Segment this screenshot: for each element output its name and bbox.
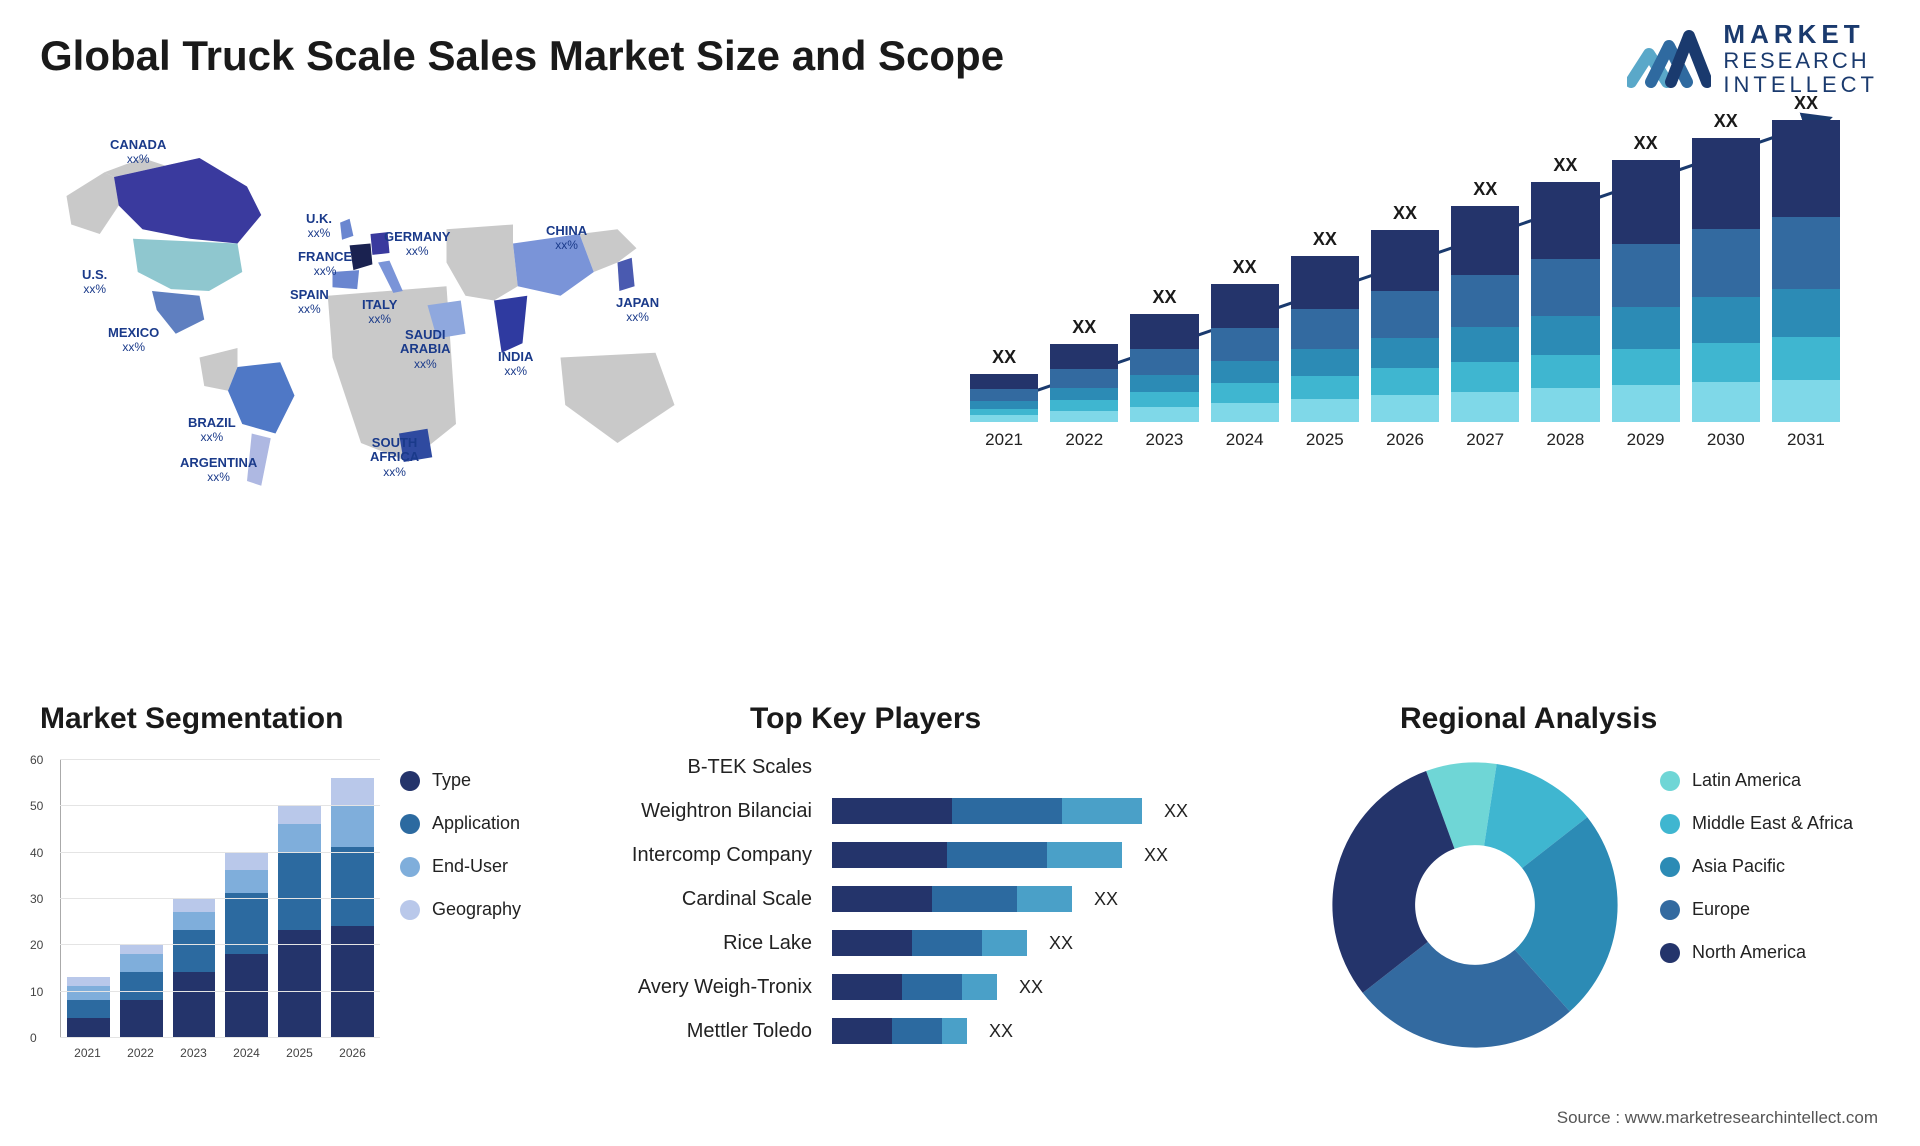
map-label-canada: CANADAxx% (110, 138, 166, 167)
seg-ytick: 20 (30, 938, 43, 952)
growth-bar-2028: XX2028 (1531, 155, 1599, 450)
map-label-uk: U.K.xx% (306, 212, 332, 241)
player-row: B-TEK Scales (620, 745, 1240, 789)
logo-line2: RESEARCH (1723, 49, 1878, 73)
player-row: Mettler ToledoXX (620, 1009, 1240, 1053)
page-title: Global Truck Scale Sales Market Size and… (40, 32, 1004, 80)
seg-legend-item: End-User (400, 856, 521, 877)
map-label-brazil: BRAZILxx% (188, 416, 236, 445)
regional-donut (1320, 750, 1630, 1060)
map-label-mexico: MEXICOxx% (108, 326, 159, 355)
player-row: Rice LakeXX (620, 921, 1240, 965)
seg-ytick: 10 (30, 985, 43, 999)
map-label-italy: ITALYxx% (362, 298, 397, 327)
regional-legend-item: Middle East & Africa (1660, 813, 1853, 834)
segmentation-heading: Market Segmentation (40, 702, 343, 736)
regional-legend: Latin America Middle East & Africa Asia Pa… (1660, 770, 1853, 963)
seg-xlabel: 2025 (278, 1046, 321, 1060)
seg-ytick: 30 (30, 892, 43, 906)
regional-legend-item: Asia Pacific (1660, 856, 1853, 877)
regional-heading: Regional Analysis (1400, 702, 1657, 736)
seg-ytick: 60 (30, 753, 43, 767)
seg-ytick: 40 (30, 846, 43, 860)
growth-bar-2025: XX2025 (1291, 229, 1359, 450)
map-label-japan: JAPANxx% (616, 296, 659, 325)
source-text: Source : www.marketresearchintellect.com (1557, 1108, 1878, 1128)
seg-legend-item: Application (400, 813, 521, 834)
seg-legend-item: Type (400, 770, 521, 791)
logo-icon (1627, 26, 1711, 90)
seg-xlabel: 2026 (331, 1046, 374, 1060)
seg-ytick: 0 (30, 1031, 37, 1045)
regional-legend-item: North America (1660, 942, 1853, 963)
growth-bar-2031: XX2031 (1772, 93, 1840, 450)
growth-bar-2027: XX2027 (1451, 179, 1519, 450)
players-heading: Top Key Players (750, 702, 981, 736)
growth-bar-2026: XX2026 (1371, 203, 1439, 450)
seg-legend-item: Geography (400, 899, 521, 920)
seg-bar-2021 (67, 977, 110, 1037)
map-label-india: INDIAxx% (498, 350, 533, 379)
map-label-southafrica: SOUTHAFRICAxx% (370, 436, 419, 479)
growth-bar-2030: XX2030 (1692, 111, 1760, 450)
seg-bar-2026 (331, 778, 374, 1037)
world-map: CANADAxx% U.S.xx% MEXICOxx% BRAZILxx% ARGENT… (30, 120, 730, 500)
map-label-saudiarabia: SAUDIARABIAxx% (400, 328, 451, 371)
growth-bar-2029: XX2029 (1612, 133, 1680, 450)
seg-xlabel: 2022 (119, 1046, 162, 1060)
seg-xlabel: 2024 (225, 1046, 268, 1060)
seg-bar-2023 (173, 898, 216, 1037)
player-row: Intercomp CompanyXX (620, 833, 1240, 877)
seg-xlabel: 2021 (66, 1046, 109, 1060)
growth-bar-2021: XX2021 (970, 347, 1038, 450)
seg-bar-2025 (278, 805, 321, 1037)
growth-bar-chart: XX2021XX2022XX2023XX2024XX2025XX2026XX20… (970, 110, 1840, 480)
map-label-germany: GERMANYxx% (384, 230, 450, 259)
logo-line1: MARKET (1723, 20, 1878, 49)
map-label-argentina: ARGENTINAxx% (180, 456, 257, 485)
map-label-china: CHINAxx% (546, 224, 587, 253)
player-row: Avery Weigh-TronixXX (620, 965, 1240, 1009)
growth-bar-2023: XX2023 (1130, 287, 1198, 450)
seg-xlabel: 2023 (172, 1046, 215, 1060)
player-row: Weightron BilanciaiXX (620, 789, 1240, 833)
players-chart: B-TEK ScalesWeightron BilanciaiXXInterco… (620, 745, 1240, 1053)
map-label-spain: SPAINxx% (290, 288, 329, 317)
seg-ytick: 50 (30, 799, 43, 813)
regional-legend-item: Latin America (1660, 770, 1853, 791)
brand-logo: MARKET RESEARCH INTELLECT (1627, 20, 1878, 97)
growth-bar-2024: XX2024 (1211, 257, 1279, 450)
map-label-france: FRANCExx% (298, 250, 352, 279)
segmentation-chart: 2021 2022 2023 2024 2025 2026 0 10 20 30 40 50 60 (30, 750, 380, 1060)
map-label-us: U.S.xx% (82, 268, 107, 297)
player-row: Cardinal ScaleXX (620, 877, 1240, 921)
segmentation-legend: Type Application End-User Geography (400, 770, 521, 920)
regional-legend-item: Europe (1660, 899, 1853, 920)
growth-bar-2022: XX2022 (1050, 317, 1118, 450)
